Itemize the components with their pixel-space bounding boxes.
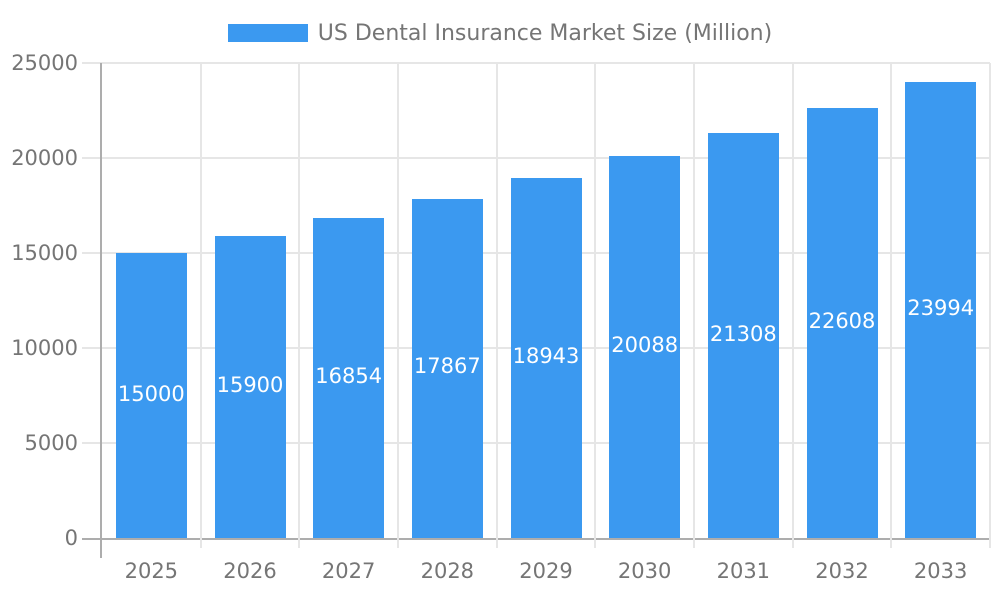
bar-2028[interactable]: [411, 198, 483, 538]
x-axis-tick-label: 2028: [420, 559, 475, 583]
bar-2033[interactable]: [905, 82, 977, 538]
y-gridline: [82, 157, 990, 159]
bar-2029[interactable]: [510, 178, 582, 538]
y-gridline: [82, 62, 990, 64]
plot-area: 15000 15900 16854 17867 18943 20088 21308 22608…: [82, 62, 991, 583]
bar-2032[interactable]: [806, 108, 878, 538]
x-gridline: [298, 63, 301, 548]
legend-color-swatch: [227, 24, 308, 42]
bar-2031[interactable]: [707, 133, 779, 538]
y-axis-tick-label: 5000: [24, 431, 78, 455]
x-gridline: [495, 63, 498, 548]
y-axis-labels: 0 5000 10000 15000 20000 25000: [0, 0, 78, 600]
y-axis-tick-label: 0: [64, 526, 78, 550]
legend[interactable]: US Dental Insurance Market Size (Million…: [0, 20, 1000, 46]
bar-2030[interactable]: [609, 156, 681, 538]
x-gridline: [397, 63, 399, 548]
legend-label: US Dental Insurance Market Size (Million…: [317, 20, 773, 46]
x-gridline: [989, 63, 991, 548]
y-axis-line: [100, 63, 102, 558]
x-axis-tick-label: 2032: [815, 559, 869, 583]
bar-2027[interactable]: [313, 217, 385, 538]
x-gridline: [594, 63, 597, 548]
x-gridline: [199, 63, 202, 548]
x-axis-tick-label: 2031: [716, 559, 771, 583]
bar-2025[interactable]: [115, 253, 187, 538]
y-axis-tick-label: 10000: [11, 336, 78, 360]
y-axis-tick-label: 20000: [11, 146, 78, 170]
x-axis-tick-label: 2026: [223, 559, 277, 583]
x-axis-tick-label: 2030: [617, 559, 672, 583]
x-axis-tick-label: 2027: [321, 559, 376, 583]
x-axis-line: [82, 538, 990, 540]
y-axis-tick-label: 15000: [11, 241, 78, 265]
y-axis-tick-label: 25000: [11, 51, 78, 75]
x-gridline: [791, 63, 794, 548]
x-gridline: [693, 63, 695, 548]
x-axis-tick-label: 2029: [519, 559, 573, 583]
x-axis-tick-label: 2033: [913, 559, 968, 583]
x-axis-tick-label: 2025: [124, 559, 179, 583]
x-gridline: [890, 63, 893, 548]
bar-2026[interactable]: [214, 235, 286, 538]
